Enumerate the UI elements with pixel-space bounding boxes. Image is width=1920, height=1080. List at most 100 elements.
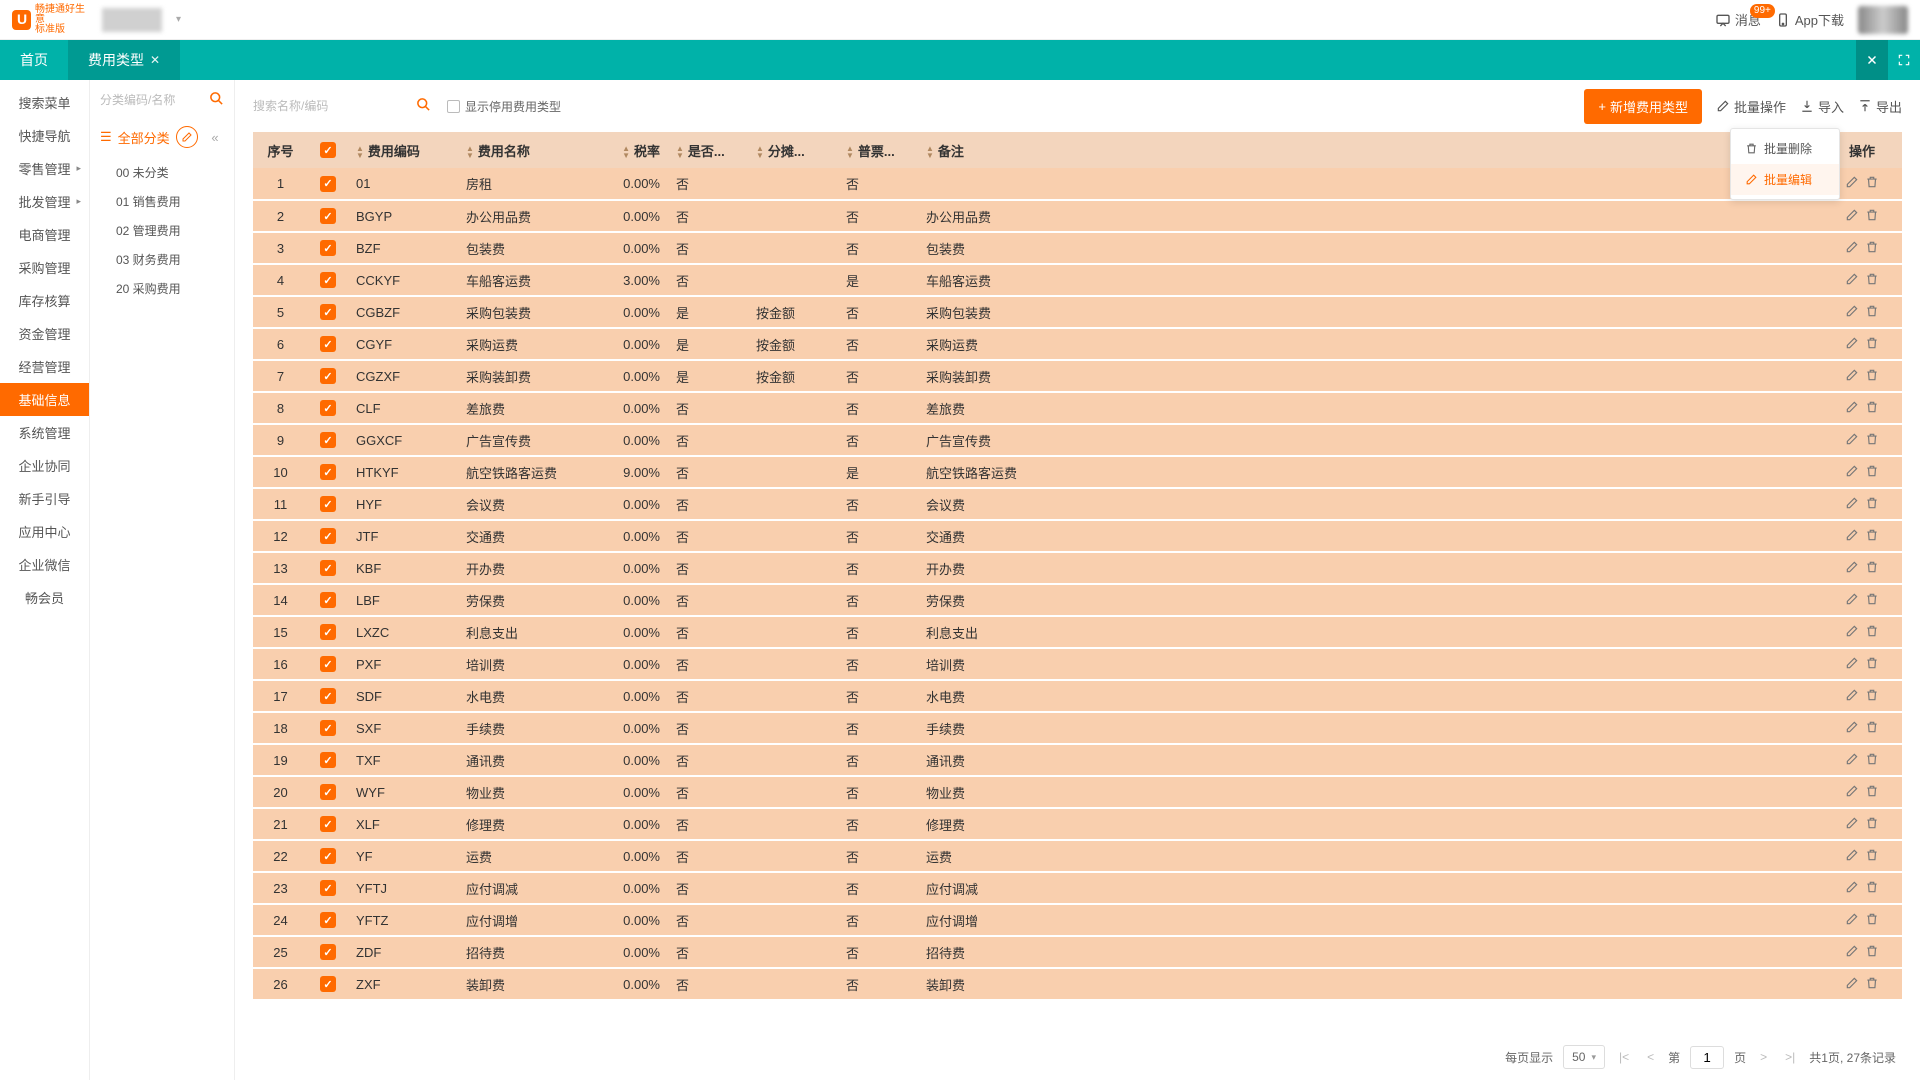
batch-delete-item[interactable]: 批量删除 — [1731, 133, 1839, 164]
messages-button[interactable]: 消息 99+ — [1715, 10, 1761, 29]
edit-row-button[interactable] — [1845, 498, 1859, 513]
edit-row-button[interactable] — [1845, 466, 1859, 481]
edit-row-button[interactable] — [1845, 722, 1859, 737]
cell-checkbox[interactable] — [308, 520, 348, 552]
category-item[interactable]: 00 未分类 — [90, 158, 234, 187]
col-name[interactable]: ▲▼费用名称 — [458, 132, 598, 168]
category-search-input[interactable] — [100, 93, 224, 107]
export-button[interactable]: 导出 — [1858, 97, 1902, 116]
delete-row-button[interactable] — [1865, 786, 1879, 801]
sidebar-item[interactable]: 畅会员 — [0, 581, 89, 614]
delete-row-button[interactable] — [1865, 594, 1879, 609]
delete-row-button[interactable] — [1865, 306, 1879, 321]
edit-row-button[interactable] — [1845, 594, 1859, 609]
delete-row-button[interactable] — [1865, 498, 1879, 513]
edit-row-button[interactable] — [1845, 177, 1859, 192]
cell-checkbox[interactable] — [308, 232, 348, 264]
cell-checkbox[interactable] — [308, 488, 348, 520]
edit-row-button[interactable] — [1845, 818, 1859, 833]
delete-row-button[interactable] — [1865, 946, 1879, 961]
col-bool1[interactable]: ▲▼是否... — [668, 132, 748, 168]
cell-checkbox[interactable] — [308, 200, 348, 232]
edit-row-button[interactable] — [1845, 754, 1859, 769]
import-button[interactable]: 导入 — [1800, 97, 1844, 116]
sidebar-item[interactable]: 采购管理 — [0, 251, 89, 284]
category-item[interactable]: 03 财务费用 — [90, 245, 234, 274]
search-icon[interactable] — [416, 97, 431, 115]
delete-row-button[interactable] — [1865, 562, 1879, 577]
cell-checkbox[interactable] — [308, 744, 348, 776]
page-size-select[interactable]: 50 ▾ — [1563, 1045, 1605, 1069]
edit-row-button[interactable] — [1845, 914, 1859, 929]
delete-row-button[interactable] — [1865, 466, 1879, 481]
category-all[interactable]: ☰ 全部分类 « — [90, 120, 234, 154]
sidebar-item[interactable]: 应用中心 — [0, 515, 89, 548]
cell-checkbox[interactable] — [308, 296, 348, 328]
edit-row-button[interactable] — [1845, 658, 1859, 673]
category-item[interactable]: 01 销售费用 — [90, 187, 234, 216]
next-page-button[interactable]: > — [1756, 1050, 1771, 1064]
sidebar-item[interactable]: 批发管理▸ — [0, 185, 89, 218]
delete-row-button[interactable] — [1865, 530, 1879, 545]
fullscreen-button[interactable] — [1888, 40, 1920, 80]
page-input[interactable] — [1690, 1046, 1724, 1069]
sidebar-item[interactable]: 库存核算 — [0, 284, 89, 317]
edit-row-button[interactable] — [1845, 210, 1859, 225]
cell-checkbox[interactable] — [308, 264, 348, 296]
delete-row-button[interactable] — [1865, 626, 1879, 641]
sidebar-item[interactable]: 系统管理 — [0, 416, 89, 449]
col-alloc[interactable]: ▲▼分摊... — [748, 132, 838, 168]
delete-row-button[interactable] — [1865, 658, 1879, 673]
batch-action-button[interactable]: 批量操作 — [1716, 97, 1786, 116]
tab-expense-type[interactable]: 费用类型 ✕ — [68, 40, 180, 80]
delete-row-button[interactable] — [1865, 818, 1879, 833]
cell-checkbox[interactable] — [308, 680, 348, 712]
close-all-tabs-button[interactable] — [1856, 40, 1888, 80]
edit-row-button[interactable] — [1845, 946, 1859, 961]
sidebar-item[interactable]: 新手引导 — [0, 482, 89, 515]
cell-checkbox[interactable] — [308, 840, 348, 872]
edit-row-button[interactable] — [1845, 402, 1859, 417]
cell-checkbox[interactable] — [308, 936, 348, 968]
edit-row-button[interactable] — [1845, 626, 1859, 641]
collapse-panel-button[interactable]: « — [206, 128, 224, 146]
cell-checkbox[interactable] — [308, 168, 348, 200]
delete-row-button[interactable] — [1865, 978, 1879, 993]
cell-checkbox[interactable] — [308, 648, 348, 680]
edit-row-button[interactable] — [1845, 786, 1859, 801]
edit-row-button[interactable] — [1845, 434, 1859, 449]
delete-row-button[interactable] — [1865, 370, 1879, 385]
edit-row-button[interactable] — [1845, 850, 1859, 865]
edit-row-button[interactable] — [1845, 530, 1859, 545]
edit-row-button[interactable] — [1845, 306, 1859, 321]
search-icon[interactable] — [209, 91, 224, 109]
cell-checkbox[interactable] — [308, 424, 348, 456]
edit-category-button[interactable] — [176, 126, 198, 148]
user-avatar[interactable] — [1858, 6, 1908, 34]
delete-row-button[interactable] — [1865, 177, 1879, 192]
add-expense-type-button[interactable]: + 新增费用类型 — [1584, 89, 1702, 124]
col-rate[interactable]: ▲▼税率 — [598, 132, 668, 168]
edit-row-button[interactable] — [1845, 370, 1859, 385]
delete-row-button[interactable] — [1865, 914, 1879, 929]
sidebar-item[interactable]: 零售管理▸ — [0, 152, 89, 185]
first-page-button[interactable]: |< — [1615, 1050, 1633, 1064]
delete-row-button[interactable] — [1865, 722, 1879, 737]
category-item[interactable]: 02 管理费用 — [90, 216, 234, 245]
tab-home[interactable]: 首页 — [0, 40, 68, 80]
sidebar-item[interactable]: 企业微信 — [0, 548, 89, 581]
col-bool2[interactable]: ▲▼普票... — [838, 132, 918, 168]
cell-checkbox[interactable] — [308, 552, 348, 584]
cell-checkbox[interactable] — [308, 328, 348, 360]
delete-row-button[interactable] — [1865, 882, 1879, 897]
delete-row-button[interactable] — [1865, 754, 1879, 769]
cell-checkbox[interactable] — [308, 776, 348, 808]
category-item[interactable]: 20 采购费用 — [90, 274, 234, 303]
cell-checkbox[interactable] — [308, 392, 348, 424]
batch-edit-item[interactable]: 批量编辑 — [1731, 164, 1839, 195]
edit-row-button[interactable] — [1845, 882, 1859, 897]
delete-row-button[interactable] — [1865, 210, 1879, 225]
table-search-input[interactable] — [253, 93, 433, 120]
edit-row-button[interactable] — [1845, 274, 1859, 289]
delete-row-button[interactable] — [1865, 850, 1879, 865]
